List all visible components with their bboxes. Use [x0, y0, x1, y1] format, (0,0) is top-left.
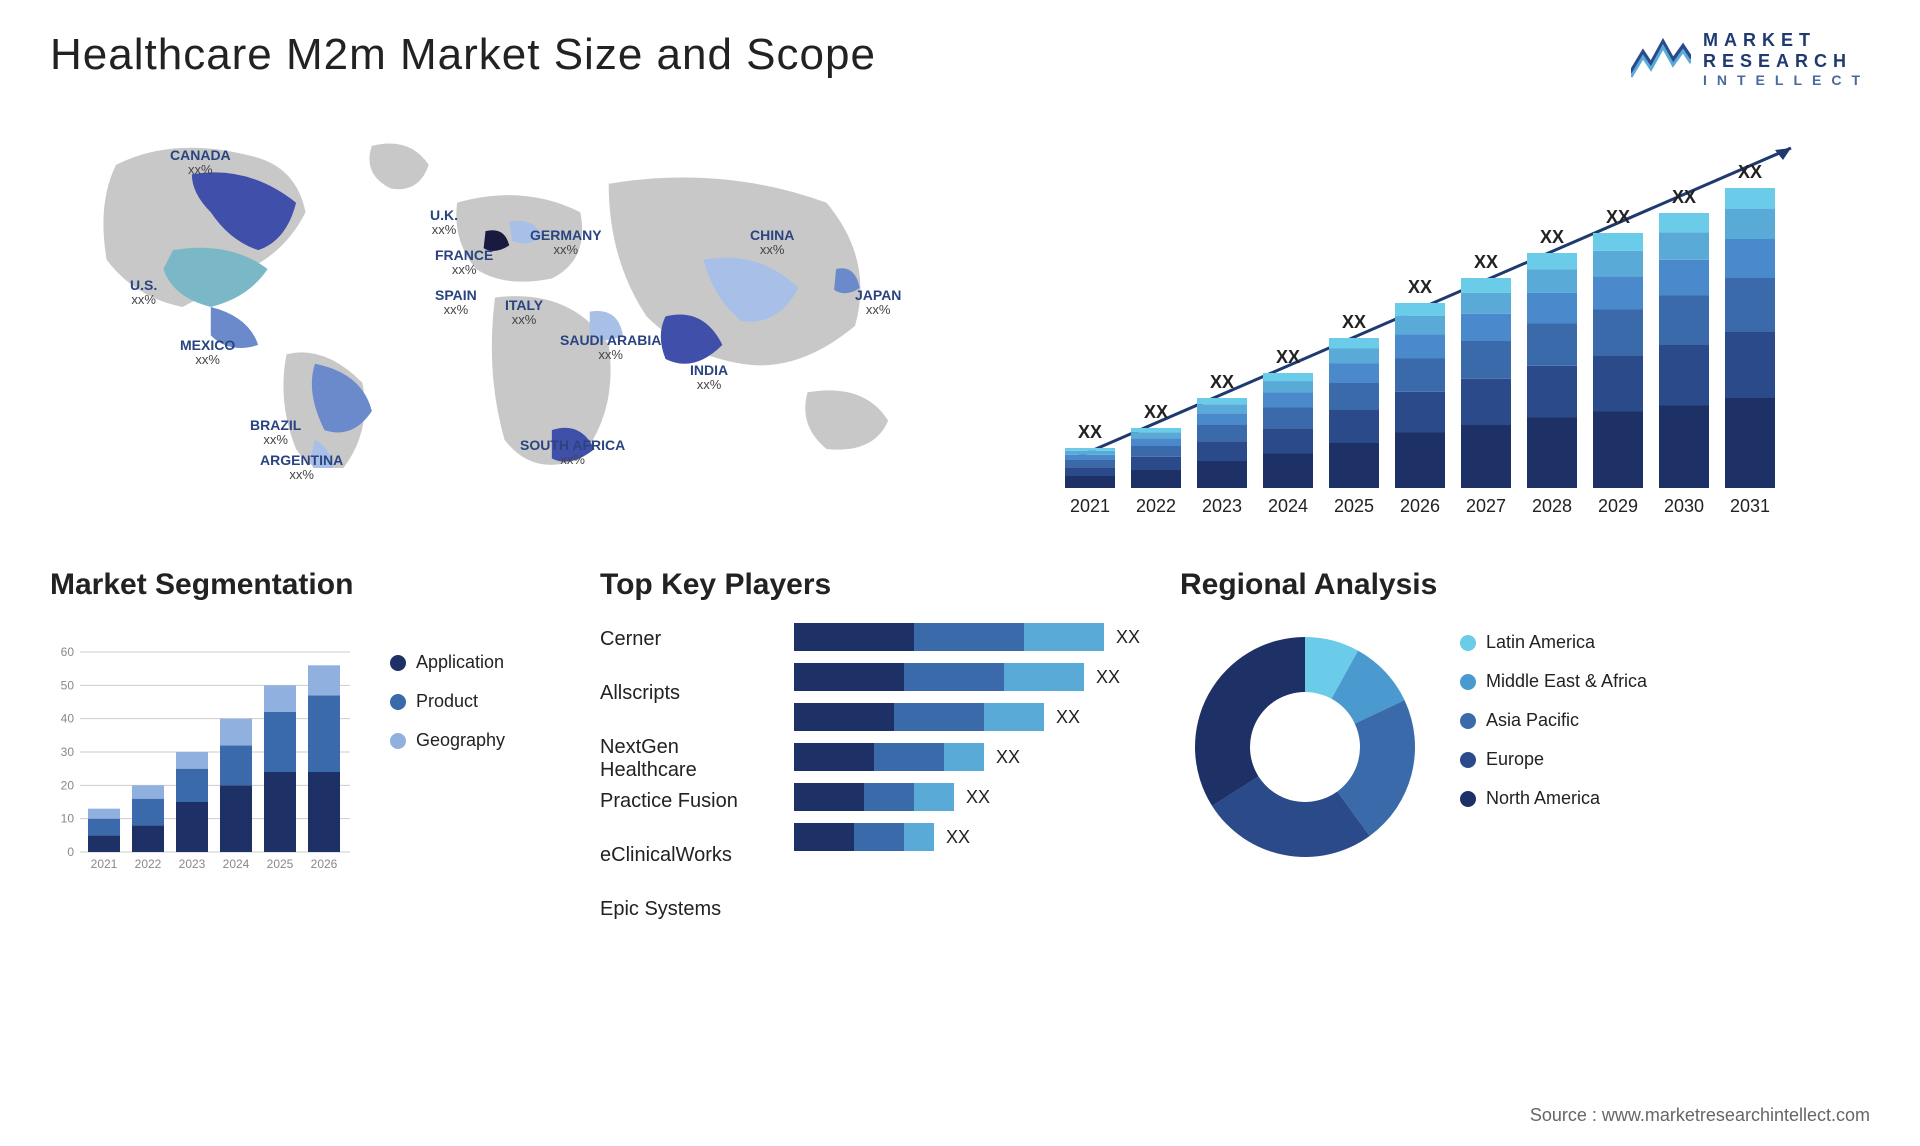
svg-text:XX: XX	[1672, 187, 1696, 207]
seg-legend-geography: Geography	[390, 730, 505, 751]
map-label-brazil: BRAZILxx%	[250, 418, 301, 448]
map-label-saudi-arabia: SAUDI ARABIAxx%	[560, 333, 661, 363]
svg-text:2026: 2026	[311, 857, 338, 871]
svg-text:2024: 2024	[223, 857, 250, 871]
map-label-france: FRANCExx%	[435, 248, 493, 278]
regional-legend-asia-pacific: Asia Pacific	[1460, 710, 1647, 731]
svg-text:2030: 2030	[1664, 496, 1704, 516]
player-bar-row: XX	[794, 782, 1140, 812]
svg-text:XX: XX	[1078, 422, 1102, 442]
map-label-germany: GERMANYxx%	[530, 228, 602, 258]
source-text: Source : www.marketresearchintellect.com	[1530, 1105, 1870, 1126]
svg-text:40: 40	[61, 712, 75, 726]
svg-text:2031: 2031	[1730, 496, 1770, 516]
svg-text:0: 0	[67, 845, 74, 859]
map-label-japan: JAPANxx%	[855, 288, 901, 318]
svg-text:2023: 2023	[179, 857, 206, 871]
players-names: Cerner Allscripts NextGen Healthcare Practi…	[600, 622, 774, 938]
svg-text:XX: XX	[1540, 227, 1564, 247]
brand-logo: MARKET RESEARCH INTELLECT	[1631, 30, 1870, 88]
map-label-italy: ITALYxx%	[505, 298, 543, 328]
map-label-india: INDIAxx%	[690, 363, 728, 393]
svg-text:XX: XX	[1210, 372, 1234, 392]
svg-text:2027: 2027	[1466, 496, 1506, 516]
regional-title: Regional Analysis	[1180, 568, 1870, 602]
svg-text:2022: 2022	[135, 857, 162, 871]
map-label-argentina: ARGENTINAxx%	[260, 453, 343, 483]
svg-text:2028: 2028	[1532, 496, 1572, 516]
svg-text:2024: 2024	[1268, 496, 1308, 516]
map-label-u-k-: U.K.xx%	[430, 208, 458, 238]
map-label-china: CHINAxx%	[750, 228, 794, 258]
svg-text:XX: XX	[1606, 207, 1630, 227]
player-name: Cerner	[600, 628, 774, 658]
player-bar-row: XX	[794, 822, 1140, 852]
svg-text:XX: XX	[1342, 312, 1366, 332]
svg-text:2023: 2023	[1202, 496, 1242, 516]
player-bar-row: XX	[794, 742, 1140, 772]
svg-text:2029: 2029	[1598, 496, 1638, 516]
svg-text:XX: XX	[1738, 162, 1762, 182]
regional-legend-north-america: North America	[1460, 788, 1647, 809]
svg-text:60: 60	[61, 645, 75, 659]
regional-legend-middle-east-africa: Middle East & Africa	[1460, 671, 1647, 692]
regional-legend-europe: Europe	[1460, 749, 1647, 770]
logo-text-1: MARKET	[1703, 30, 1870, 51]
growth-bar-chart: XX 2021 XX 2022 XX 2023 XX 2024 XX 2025 XX 2026 XX 20…	[980, 108, 1870, 528]
svg-text:2022: 2022	[1136, 496, 1176, 516]
segmentation-legend: Application Product Geography	[390, 622, 505, 882]
svg-text:10: 10	[61, 812, 75, 826]
map-label-spain: SPAINxx%	[435, 288, 477, 318]
svg-text:50: 50	[61, 678, 75, 692]
svg-text:2021: 2021	[91, 857, 118, 871]
players-title: Top Key Players	[600, 568, 1140, 602]
player-name: Epic Systems	[600, 898, 774, 928]
world-map-panel: CANADAxx% U.S.xx% MEXICOxx% BRAZILxx% ARGENT…	[50, 108, 940, 528]
svg-text:2021: 2021	[1070, 496, 1110, 516]
svg-text:2026: 2026	[1400, 496, 1440, 516]
player-bar-row: XX	[794, 662, 1140, 692]
players-bars: XX XX XX XX XX XX	[794, 622, 1140, 938]
svg-text:XX: XX	[1276, 347, 1300, 367]
player-name: eClinicalWorks	[600, 844, 774, 874]
player-name: NextGen Healthcare	[600, 736, 774, 766]
map-label-mexico: MEXICOxx%	[180, 338, 235, 368]
regional-donut-chart	[1180, 622, 1430, 872]
growth-chart-panel: XX 2021 XX 2022 XX 2023 XX 2024 XX 2025 XX 2026 XX 20…	[980, 108, 1870, 528]
map-label-u-s-: U.S.xx%	[130, 278, 157, 308]
player-name: Practice Fusion	[600, 790, 774, 820]
page-title: Healthcare M2m Market Size and Scope	[50, 30, 876, 80]
map-label-south-africa: SOUTH AFRICAxx%	[520, 438, 625, 468]
svg-text:30: 30	[61, 745, 75, 759]
segmentation-chart: 0 10 20 30 40 50 60 2021 2022 2023 2024 2025 2026	[50, 622, 360, 882]
svg-text:XX: XX	[1408, 277, 1432, 297]
svg-text:XX: XX	[1474, 252, 1498, 272]
logo-text-3: INTELLECT	[1703, 72, 1870, 88]
svg-text:2025: 2025	[1334, 496, 1374, 516]
logo-icon	[1631, 33, 1691, 86]
map-label-canada: CANADAxx%	[170, 148, 231, 178]
player-name: Allscripts	[600, 682, 774, 712]
logo-text-2: RESEARCH	[1703, 51, 1870, 72]
seg-legend-product: Product	[390, 691, 505, 712]
segmentation-title: Market Segmentation	[50, 568, 560, 602]
player-bar-row: XX	[794, 622, 1140, 652]
svg-text:XX: XX	[1144, 402, 1168, 422]
seg-legend-application: Application	[390, 652, 505, 673]
player-bar-row: XX	[794, 702, 1140, 732]
regional-legend: Latin America Middle East & Africa Asia Pa…	[1460, 622, 1647, 827]
regional-legend-latin-america: Latin America	[1460, 632, 1647, 653]
svg-text:2025: 2025	[267, 857, 294, 871]
svg-text:20: 20	[61, 778, 75, 792]
